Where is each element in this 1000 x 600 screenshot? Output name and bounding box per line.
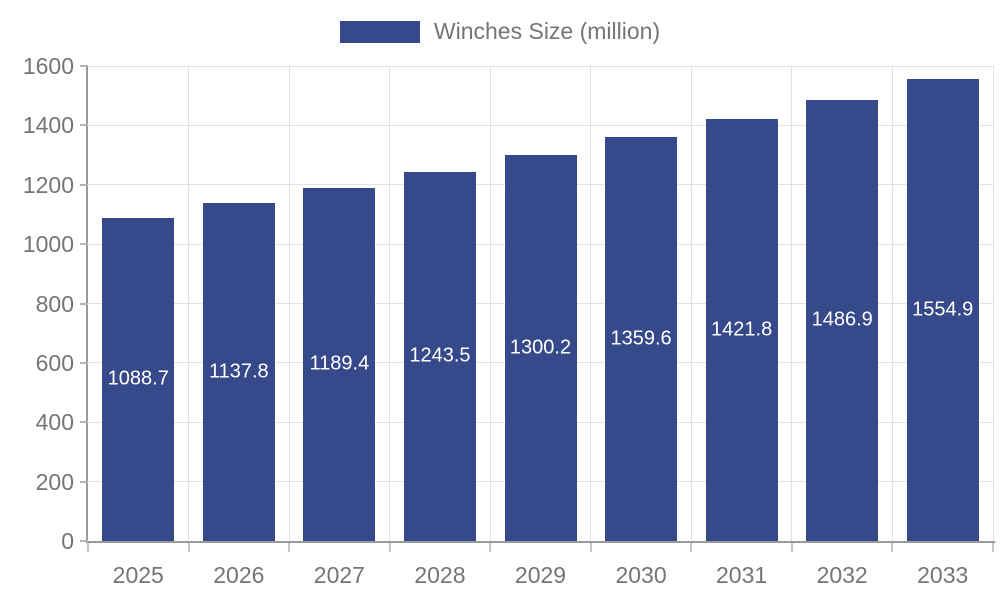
chart-plot: 1088.7 1137.8 1189.4 1243.5 1300.2 1359.6 1421… [88,65,994,541]
bar: 1359.6 [605,137,678,541]
x-axis-line [86,541,995,543]
x-tick-label: 2030 [615,562,667,588]
bar-value-label: 1486.9 [811,308,873,331]
bar-value-label: 1243.5 [409,344,471,367]
bar-value-label: 1189.4 [309,352,370,375]
bar: 1486.9 [806,99,879,541]
y-axis-tick [80,183,88,186]
legend-label: Winches Size (million) [433,18,661,44]
y-axis-line [86,66,88,543]
x-tick-label: 2032 [816,562,868,588]
x-tick-label: 2026 [213,562,265,588]
v-gridline [288,66,290,541]
x-tick-label: 2029 [514,562,567,588]
x-tick-label: 2028 [414,562,466,588]
bar: 1243.5 [403,171,476,541]
bar: 1137.8 [202,203,275,541]
legend-swatch[interactable] [339,20,420,43]
bar-value-label: 1554.9 [912,298,974,321]
y-axis-tick [80,65,88,67]
bar: 1421.8 [705,118,778,541]
v-gridline [489,66,491,541]
h-gridline [88,65,993,67]
x-axis-tick [992,543,994,552]
bar: 1554.9 [906,79,979,541]
y-axis-tick [80,480,88,483]
v-gridline [590,66,592,541]
y-tick-label: 1000 [22,231,74,258]
bar-value-label: 1359.6 [610,327,672,350]
y-tick-label: 600 [35,349,74,376]
x-axis-tick [288,543,291,552]
bar: 1300.2 [504,155,577,541]
y-axis-tick [80,361,88,364]
y-tick-label: 1400 [22,112,74,139]
bar-value-label: 1421.8 [711,318,773,341]
x-axis-tick [489,543,492,552]
v-gridline [389,66,391,541]
y-tick-label: 200 [35,468,74,495]
bar: 1088.7 [102,217,175,541]
v-gridline [690,66,692,541]
bar-value-label: 1137.8 [208,360,269,383]
v-gridline [188,66,190,541]
y-axis-tick [80,540,88,542]
v-gridline [791,66,793,541]
y-axis-tick [80,124,88,127]
y-tick-label: 1200 [22,171,74,198]
x-axis-tick [891,543,894,552]
x-tick-label: 2031 [716,562,768,588]
v-gridline [992,66,994,541]
y-tick-label: 1600 [22,53,74,79]
y-tick-label: 0 [61,528,74,554]
y-axis-tick [80,421,88,424]
v-gridline [891,66,893,541]
x-axis-tick [87,543,89,552]
x-axis-tick [790,543,793,552]
y-axis-tick [80,243,88,246]
bar-value-label: 1088.7 [107,367,169,390]
bar-value-label: 1300.2 [509,336,572,359]
y-tick-label: 400 [35,409,74,436]
x-tick-label: 2027 [313,562,365,588]
x-axis-tick [388,543,391,552]
legend[interactable]: Winches Size (million) [0,18,1000,45]
x-tick-label: 2025 [112,562,164,588]
y-axis-tick [80,302,88,305]
x-axis-tick [187,543,190,552]
y-tick-label: 800 [35,290,74,317]
x-axis-tick [589,543,592,552]
bar: 1189.4 [303,187,376,541]
x-tick-label: 2033 [917,562,969,588]
h-gridline [88,124,993,126]
x-axis-tick [690,543,693,552]
